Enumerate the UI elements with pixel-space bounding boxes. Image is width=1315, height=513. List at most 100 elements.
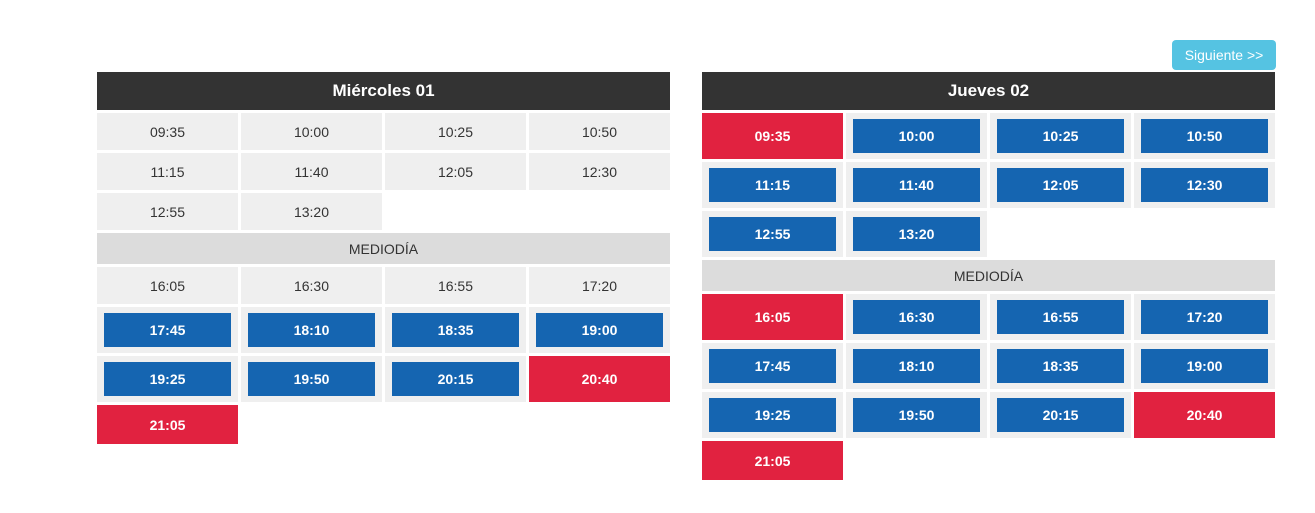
- time-slot-cell: 17:45: [702, 343, 843, 389]
- time-slot-selected[interactable]: 20:40: [529, 356, 670, 402]
- time-slot-button[interactable]: 18:10: [248, 313, 375, 347]
- time-slot-button[interactable]: 13:20: [853, 217, 980, 251]
- time-slot-button[interactable]: 19:50: [248, 362, 375, 396]
- time-slot-cell: 20:15: [385, 356, 526, 402]
- time-slot: 09:35: [97, 113, 238, 150]
- time-row: 21:05: [702, 441, 1275, 480]
- time-row: 17:45 18:10 18:35 19:00: [702, 343, 1275, 389]
- time-slot-cell: 10:50: [1134, 113, 1275, 159]
- time-slot-button[interactable]: 10:50: [1141, 119, 1268, 153]
- time-slot-button[interactable]: 10:00: [853, 119, 980, 153]
- time-slot-button[interactable]: 19:00: [1141, 349, 1268, 383]
- time-slot-button[interactable]: 19:25: [104, 362, 231, 396]
- time-slot-button[interactable]: 19:50: [853, 398, 980, 432]
- midday-divider: MEDIODÍA: [702, 260, 1275, 291]
- time-slot-selected[interactable]: 16:05: [702, 294, 843, 340]
- day-header: Jueves 02: [702, 72, 1275, 110]
- time-slot-cell: 12:05: [990, 162, 1131, 208]
- time-slot-cell: 19:50: [846, 392, 987, 438]
- time-slot: 17:20: [529, 267, 670, 304]
- time-slot-button[interactable]: 16:55: [997, 300, 1124, 334]
- time-row: 19:25 19:50 20:15 20:40: [702, 392, 1275, 438]
- time-slot-cell: 19:00: [1134, 343, 1275, 389]
- time-row: 21:05: [97, 405, 670, 444]
- time-slot-button[interactable]: 18:35: [392, 313, 519, 347]
- empty-cell: [241, 405, 382, 444]
- time-slot-cell: 11:40: [846, 162, 987, 208]
- time-slot: 12:30: [529, 153, 670, 190]
- empty-cell: [529, 193, 670, 230]
- time-slot-button[interactable]: 16:30: [853, 300, 980, 334]
- time-slot-cell: 10:25: [990, 113, 1131, 159]
- time-slot-cell: 11:15: [702, 162, 843, 208]
- time-slot-button[interactable]: 12:55: [709, 217, 836, 251]
- time-slot-button[interactable]: 17:45: [709, 349, 836, 383]
- time-slot: 10:25: [385, 113, 526, 150]
- empty-cell: [846, 441, 987, 480]
- time-slot-selected[interactable]: 21:05: [702, 441, 843, 480]
- time-slot-cell: 17:45: [97, 307, 238, 353]
- time-slot-cell: 16:30: [846, 294, 987, 340]
- time-slot: 13:20: [241, 193, 382, 230]
- time-slot-cell: 19:25: [702, 392, 843, 438]
- time-row: 12:55 13:20: [97, 193, 670, 230]
- schedule-table-day1: Miércoles 01 09:35 10:00 10:25 10:50 11:15 11…: [97, 72, 670, 444]
- time-row: 11:15 11:40 12:05 12:30: [702, 162, 1275, 208]
- time-row: 09:35 10:00 10:25 10:50: [97, 113, 670, 150]
- time-slot: 12:55: [97, 193, 238, 230]
- next-button[interactable]: Siguiente >>: [1172, 40, 1276, 70]
- time-slot-cell: 19:00: [529, 307, 670, 353]
- time-rows: 09:35 10:00 10:25 10:50 11:15 11:40 12:05 12:30…: [702, 113, 1275, 480]
- time-row: 16:05 16:30 16:55 17:20: [702, 294, 1275, 340]
- empty-cell: [385, 193, 526, 230]
- day-header: Miércoles 01: [97, 72, 670, 110]
- time-slot: 12:05: [385, 153, 526, 190]
- time-slot-button[interactable]: 17:45: [104, 313, 231, 347]
- time-slot-button[interactable]: 11:15: [709, 168, 836, 202]
- time-slot: 11:40: [241, 153, 382, 190]
- time-slot-button[interactable]: 10:25: [997, 119, 1124, 153]
- time-slot-button[interactable]: 17:20: [1141, 300, 1268, 334]
- time-row: 12:55 13:20: [702, 211, 1275, 257]
- time-rows: 09:35 10:00 10:25 10:50 11:15 11:40 12:05 12:30…: [97, 113, 670, 444]
- time-slot-button[interactable]: 20:15: [997, 398, 1124, 432]
- time-slot-cell: 17:20: [1134, 294, 1275, 340]
- time-slot-button[interactable]: 19:00: [536, 313, 663, 347]
- empty-cell: [990, 211, 1131, 257]
- time-slot-cell: 19:25: [97, 356, 238, 402]
- empty-cell: [529, 405, 670, 444]
- time-slot-cell: 18:10: [846, 343, 987, 389]
- time-slot: 16:30: [241, 267, 382, 304]
- time-slot-button[interactable]: 18:10: [853, 349, 980, 383]
- time-row: 16:05 16:30 16:55 17:20: [97, 267, 670, 304]
- time-slot-cell: 18:10: [241, 307, 382, 353]
- time-slot-selected[interactable]: 09:35: [702, 113, 843, 159]
- time-slot-button[interactable]: 11:40: [853, 168, 980, 202]
- time-slot-cell: 18:35: [990, 343, 1131, 389]
- time-slot-cell: 12:55: [702, 211, 843, 257]
- empty-cell: [385, 405, 526, 444]
- time-slot-cell: 16:55: [990, 294, 1131, 340]
- time-slot-selected[interactable]: 21:05: [97, 405, 238, 444]
- empty-cell: [1134, 211, 1275, 257]
- time-slot-button[interactable]: 20:15: [392, 362, 519, 396]
- time-row: 17:45 18:10 18:35 19:00: [97, 307, 670, 353]
- time-row: 11:15 11:40 12:05 12:30: [97, 153, 670, 190]
- schedule-table-day2: Jueves 02 09:35 10:00 10:25 10:50 11:15 11:40…: [702, 72, 1275, 480]
- time-slot-cell: 19:50: [241, 356, 382, 402]
- time-slot-button[interactable]: 19:25: [709, 398, 836, 432]
- time-slot-selected[interactable]: 20:40: [1134, 392, 1275, 438]
- time-slot-button[interactable]: 12:30: [1141, 168, 1268, 202]
- time-slot: 10:00: [241, 113, 382, 150]
- time-slot-cell: 13:20: [846, 211, 987, 257]
- time-slot-button[interactable]: 18:35: [997, 349, 1124, 383]
- time-slot: 11:15: [97, 153, 238, 190]
- divider-row: MEDIODÍA: [702, 260, 1275, 291]
- time-slot-cell: 12:30: [1134, 162, 1275, 208]
- time-slot: 16:05: [97, 267, 238, 304]
- time-slot-cell: 20:15: [990, 392, 1131, 438]
- time-slot-button[interactable]: 12:05: [997, 168, 1124, 202]
- time-row: 09:35 10:00 10:25 10:50: [702, 113, 1275, 159]
- divider-row: MEDIODÍA: [97, 233, 670, 264]
